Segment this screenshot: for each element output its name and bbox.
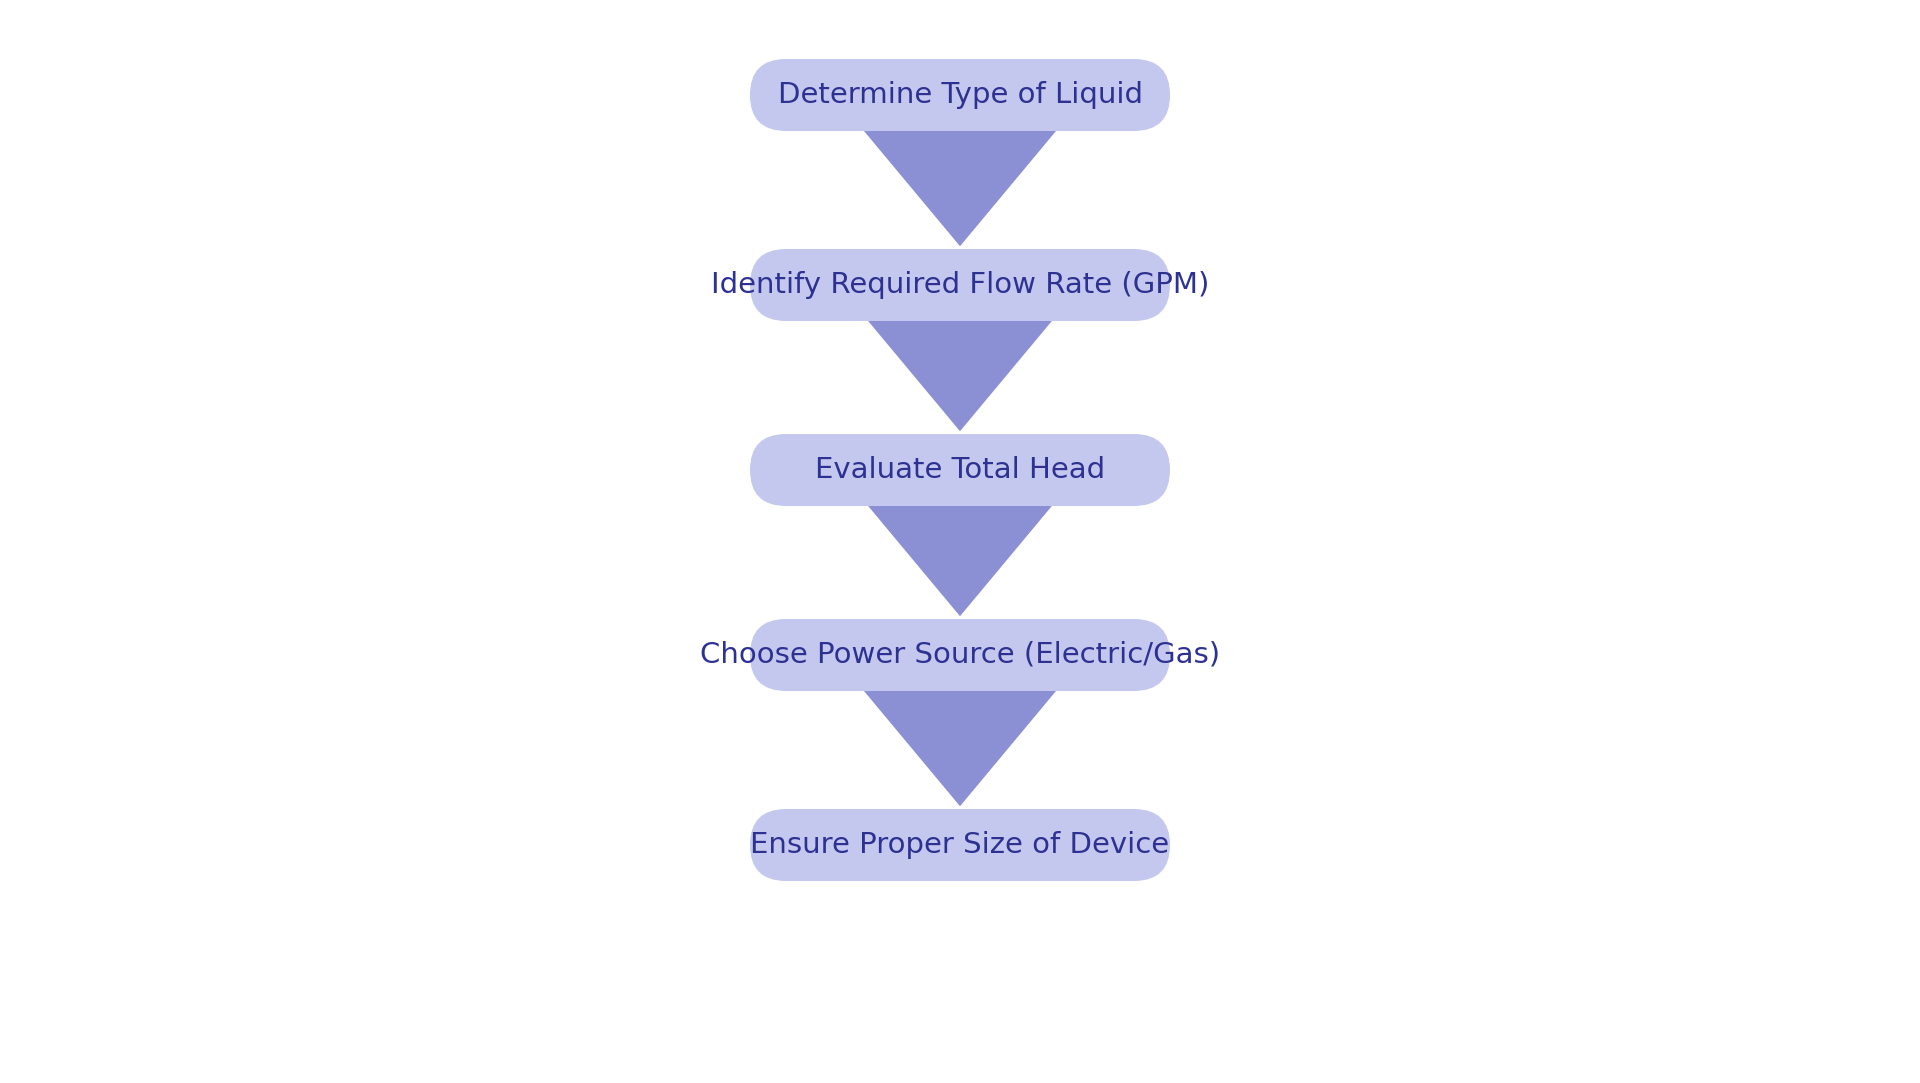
Text: Choose Power Source (Electric/Gas): Choose Power Source (Electric/Gas) [701,641,1219,669]
Text: Evaluate Total Head: Evaluate Total Head [814,456,1106,484]
Text: Ensure Proper Size of Device: Ensure Proper Size of Device [751,831,1169,859]
Text: Determine Type of Liquid: Determine Type of Liquid [778,81,1142,109]
FancyBboxPatch shape [751,249,1169,321]
FancyBboxPatch shape [751,809,1169,880]
FancyBboxPatch shape [751,619,1169,691]
FancyBboxPatch shape [751,434,1169,506]
FancyBboxPatch shape [751,58,1169,131]
Text: Identify Required Flow Rate (GPM): Identify Required Flow Rate (GPM) [710,271,1210,299]
